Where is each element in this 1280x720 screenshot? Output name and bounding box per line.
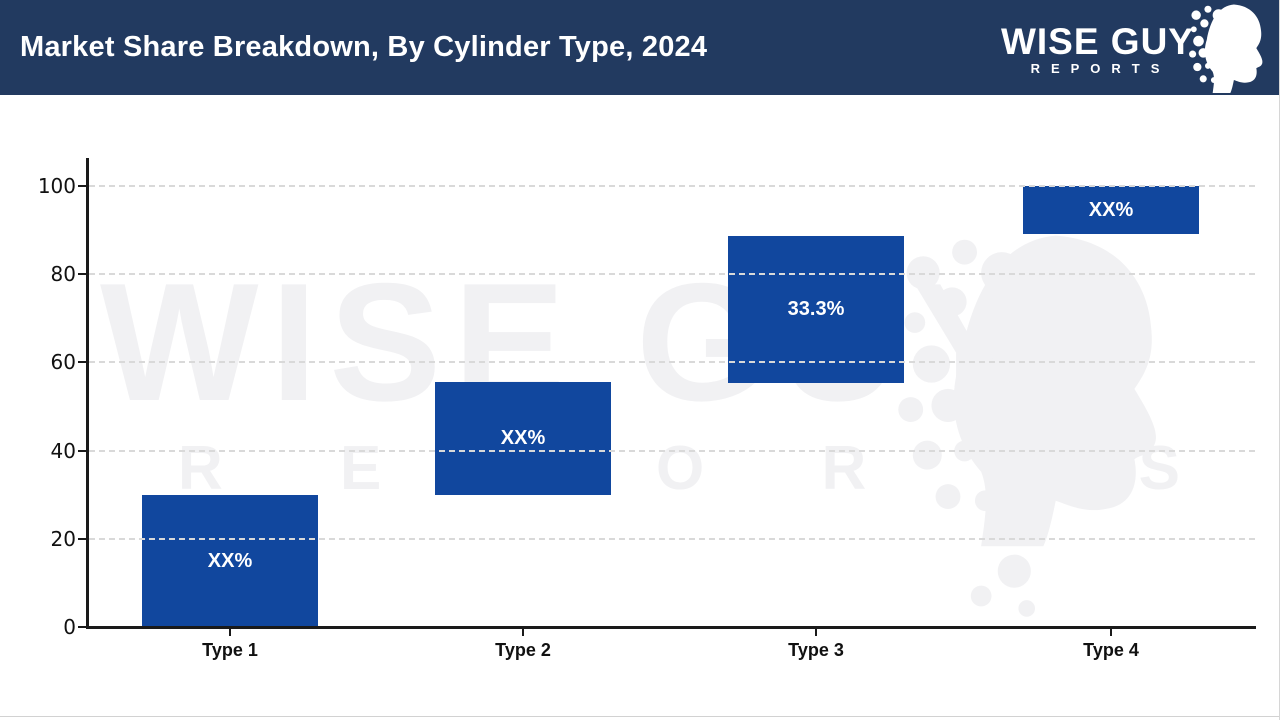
header-bar: Market Share Breakdown, By Cylinder Type… (0, 0, 1279, 98)
gridline-40 (89, 450, 1255, 452)
x-tick-label-type-1: Type 1 (202, 640, 258, 660)
bar-type-4: XX% (1023, 186, 1199, 234)
x-tick-label-type-2: Type 2 (495, 640, 551, 660)
y-tick-label-20: 20 (50, 527, 76, 551)
x-axis-line (86, 626, 1256, 629)
bar-label-type-1: XX% (207, 549, 253, 572)
page-bottom-border (0, 716, 1279, 717)
x-tick (1110, 628, 1112, 636)
bar-type-1: XX% (142, 495, 318, 627)
y-tick-label-0: 0 (63, 615, 76, 639)
y-tick (78, 361, 87, 363)
gridline-80 (89, 273, 1255, 275)
x-tick-label-type-4: Type 4 (1083, 640, 1139, 660)
bar-type-2: XX% (435, 382, 611, 495)
y-tick (78, 273, 87, 275)
y-tick-label-80: 80 (50, 262, 76, 286)
bar-label-type-4: XX% (1088, 198, 1134, 221)
gridline-100 (89, 185, 1255, 187)
x-tick (815, 628, 817, 636)
dotted-head-logo-icon (1186, 1, 1270, 98)
y-tick (78, 185, 87, 187)
wise-guy-reports-logo: WISE GUY REPORTS (1001, 1, 1270, 98)
logo-text: WISE GUY REPORTS (1000, 20, 1194, 77)
bar-label-type-2: XX% (500, 427, 546, 449)
x-tick (522, 628, 524, 636)
y-tick-label-40: 40 (50, 439, 76, 463)
y-tick (78, 450, 87, 452)
y-tick (78, 538, 87, 540)
y-tick-label-100: 100 (37, 174, 76, 198)
page-title: Market Share Breakdown, By Cylinder Type… (20, 31, 708, 63)
bar-type-3: 33.3% (728, 236, 904, 383)
x-tick-label-type-3: Type 3 (788, 640, 844, 660)
x-tick (229, 628, 231, 636)
bar-label-type-3: 33.3% (787, 298, 845, 320)
gridline-20 (89, 538, 1255, 540)
y-tick-label-60: 60 (50, 350, 76, 374)
gridline-60 (89, 361, 1255, 363)
watermark-head-icon (890, 222, 1180, 627)
y-tick (78, 626, 87, 628)
logo-subtext: REPORTS (1030, 60, 1171, 76)
y-axis-line (86, 158, 89, 628)
logo-wordmark: WISE GUY (1000, 20, 1194, 62)
